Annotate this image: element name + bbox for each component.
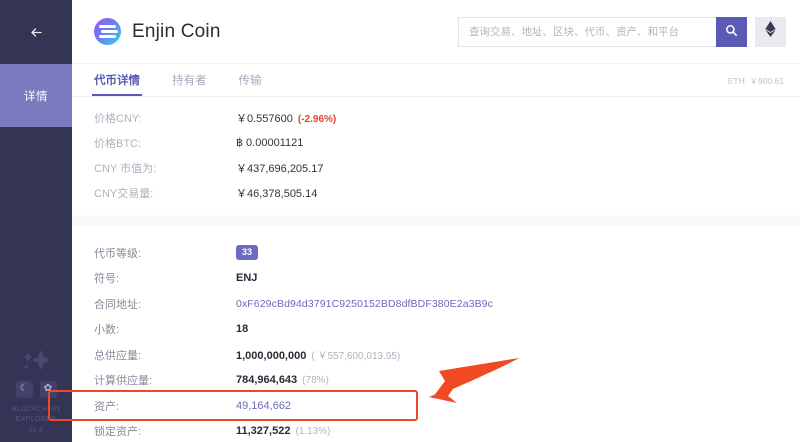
row-label: 价格CNY: — [94, 112, 142, 125]
row-label: 合同地址: — [94, 298, 142, 311]
row-value: 0xF629cBd94d3791C9250152BD8dfBDF380E2a3B… — [236, 298, 493, 310]
status-badge: 33 — [236, 245, 259, 261]
row-value: ฿ 0.00001121 — [236, 136, 303, 149]
value-change: (-2.96%) — [297, 113, 337, 125]
table-row: CNY交易量: ￥46,378,505.14 — [72, 180, 800, 205]
tab-token-details[interactable]: 代币详情 — [92, 72, 142, 96]
row-label: CNY交易量: — [94, 187, 154, 200]
row-label: 代币等级: — [94, 247, 142, 260]
value-suffix: (1.13%) — [295, 426, 331, 438]
search-button[interactable] — [716, 16, 747, 47]
value-text: ￥46,378,505.14 — [236, 187, 318, 200]
table-row: 合同地址: 0xF629cBd94d3791C9250152BD8dfBDF38… — [72, 291, 800, 317]
row-label: 计算供应量: — [94, 375, 153, 388]
row-label: 总供应量: — [94, 349, 142, 362]
table-row: 计算供应量: 784,964,643 (78%) — [72, 368, 800, 394]
search-box — [458, 16, 747, 47]
row-value: ￥46,378,505.14 — [236, 185, 317, 201]
value-text: ￥437,696,205.17 — [236, 162, 324, 175]
value-text: ￥0.557600 — [236, 112, 293, 125]
sidebar-footer-line2: v1.4 — [28, 426, 44, 434]
row-label: CNY 市值为: — [94, 162, 157, 175]
value-text: 784,964,643 — [236, 374, 298, 387]
row-label: 资产: — [94, 400, 120, 413]
moon-glyph: ☾ — [19, 383, 29, 394]
left-sidebar: 详情 ☾ ✿ BLOCKCHAIN EXPLORER v1.4 — [0, 0, 72, 442]
row-value: 1,000,000,000 ( ￥557,600,013.95) — [236, 347, 400, 362]
row-value: 18 — [236, 323, 248, 335]
value-text: 11,327,522 — [236, 425, 291, 438]
assets-link[interactable]: 49,164,662 — [236, 399, 292, 412]
contract-address-link[interactable]: 0xF629cBd94d3791C9250152BD8dfBDF380E2a3B… — [236, 297, 493, 310]
moon-icon[interactable]: ☾ — [15, 380, 33, 398]
star-burst-icon — [23, 349, 50, 370]
gear-icon[interactable]: ✿ — [39, 380, 57, 398]
network-selector-button[interactable] — [755, 16, 786, 47]
row-value: ENJ — [236, 272, 257, 284]
search-icon — [725, 24, 738, 40]
table-row: 价格BTC: ฿ 0.00001121 — [72, 130, 800, 155]
gear-glyph: ✿ — [43, 383, 53, 394]
value-text: 18 — [236, 323, 249, 336]
sidebar-footer: BLOCKCHAIN EXPLORER v1.4 — [0, 405, 72, 442]
table-row-highlighted: 锁定资产: 11,327,522 (1.13%) — [72, 419, 800, 442]
row-value: 784,964,643 (78%) — [236, 374, 329, 386]
row-label: 锁定资产: — [94, 426, 142, 439]
value-text: ENJ — [236, 272, 258, 285]
row-value: 49,164,662 — [236, 400, 291, 412]
table-row: 代币等级: 33 — [72, 240, 800, 266]
row-value: 11,327,522 (1.13%) — [236, 425, 330, 437]
table-row: 总供应量: 1,000,000,000 ( ￥557,600,013.95) — [72, 342, 800, 368]
arrow-left-icon — [29, 25, 44, 40]
table-row: 符号: ENJ — [72, 266, 800, 292]
table-row: CNY 市值为: ￥437,696,205.17 — [72, 155, 800, 180]
search-input[interactable] — [458, 16, 716, 47]
eth-price-indicator: ETH: ￥900.61 — [727, 76, 784, 86]
sidebar-item-details[interactable]: 详情 — [0, 64, 72, 127]
details-panel: 代币等级: 33 符号: ENJ 合同地址: 0xF629cBd94d3791C… — [72, 226, 800, 442]
brand: Enjin Coin — [94, 18, 221, 45]
value-suffix: ( ￥557,600,013.95) — [311, 351, 401, 363]
page-header: Enjin Coin — [72, 0, 800, 64]
row-label: 符号: — [94, 273, 120, 286]
sidebar-item-label: 详情 — [24, 90, 48, 103]
row-value: ￥437,696,205.17 — [236, 160, 323, 176]
row-label: 小数: — [94, 324, 120, 337]
value-text: ฿ 0.00001121 — [236, 137, 304, 149]
value-text: 1,000,000,000 — [236, 350, 307, 363]
row-label: 价格BTC: — [94, 137, 142, 150]
table-row: 资产: 49,164,662 — [72, 393, 800, 419]
tab-bar: 代币详情 持有者 传输 ETH: ￥900.61 — [72, 64, 800, 97]
tab-transfers[interactable]: 传输 — [238, 75, 262, 87]
sidebar-footer-line1: BLOCKCHAIN EXPLORER — [11, 405, 61, 424]
search-area — [458, 16, 786, 47]
back-button[interactable] — [0, 0, 72, 64]
enjin-coin-logo-icon — [94, 18, 121, 45]
table-row: 小数: 18 — [72, 317, 800, 343]
page-title: Enjin Coin — [132, 20, 221, 42]
table-row: 价格CNY: ￥0.557600 (-2.96%) — [72, 105, 800, 130]
row-value: 33 — [236, 245, 259, 261]
ethereum-diamond-icon — [765, 21, 776, 42]
row-value: ￥0.557600 (-2.96%) — [236, 110, 336, 126]
sidebar-logo — [0, 347, 72, 373]
tab-holders[interactable]: 持有者 — [172, 75, 207, 87]
main-content: Enjin Coin — [72, 0, 800, 442]
sidebar-icon-row: ☾ ✿ — [15, 380, 57, 398]
price-panel: 价格CNY: ￥0.557600 (-2.96%) 价格BTC: ฿ 0.000… — [72, 97, 800, 215]
value-suffix: (78%) — [302, 375, 329, 387]
